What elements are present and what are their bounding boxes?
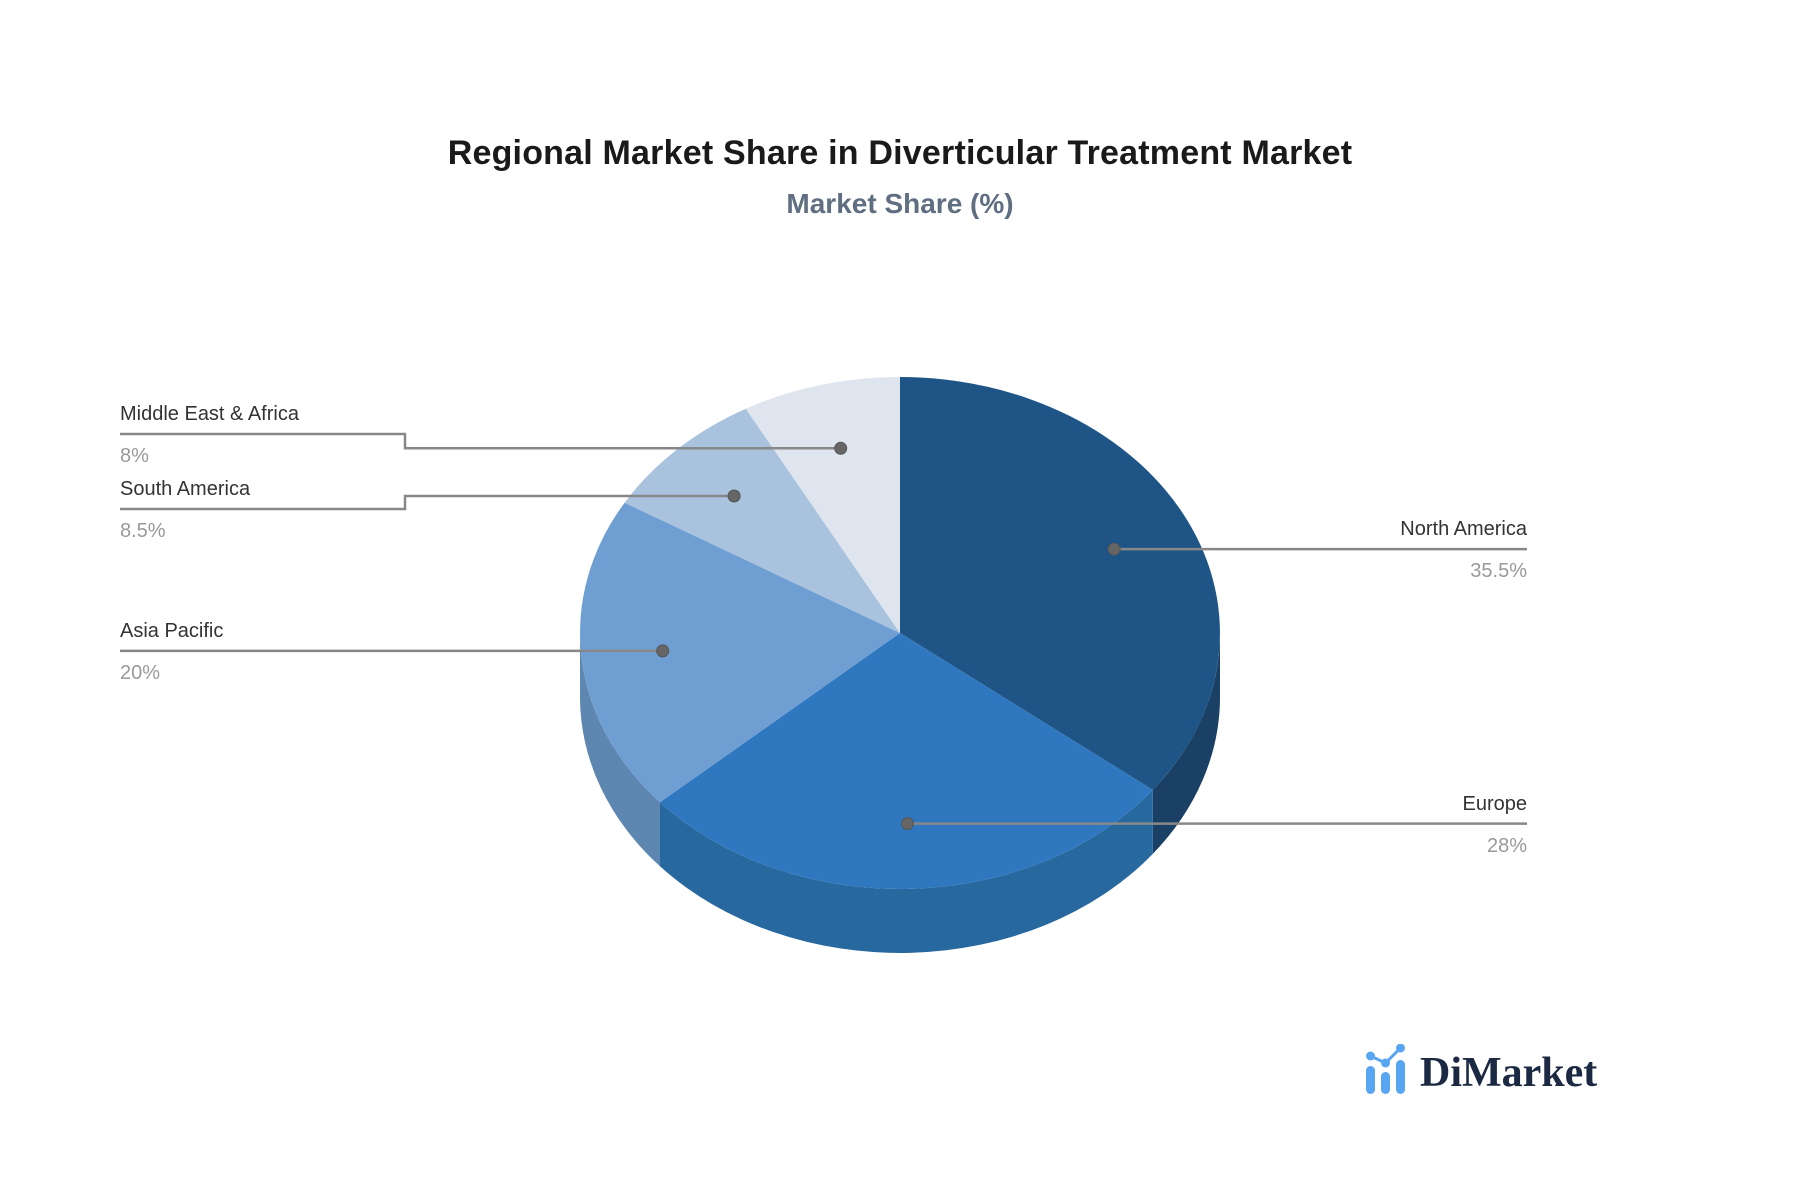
callout-dot-north-america (1107, 542, 1121, 556)
slice-label-south-america: South America (120, 478, 251, 500)
brand-name: DiMarket (1420, 1050, 1598, 1096)
slice-value-europe: 28% (1486, 834, 1527, 857)
slice-value-middle-east-africa: 8% (120, 445, 149, 467)
pie-slice-side-europe (660, 789, 1153, 953)
pie-slice-asia-pacific[interactable] (580, 502, 900, 803)
pie-slice-side-north-america (1152, 633, 1220, 854)
chart-subtitle: Market Share (%) (786, 188, 1014, 219)
callout-dot-asia-pacific (656, 644, 670, 658)
brand-logo: DiMarket (1360, 1040, 1597, 1096)
pie-slice-north-america[interactable] (900, 377, 1220, 790)
callout-line-south-america (120, 494, 735, 511)
callout-line-middle-east-africa (120, 432, 841, 450)
slice-label-asia-pacific: Asia Pacific (120, 619, 224, 642)
callout-dot-middle-east-africa (834, 441, 848, 455)
slice-value-south-america: 8.5% (120, 520, 166, 542)
slice-value-north-america: 35.5% (1470, 560, 1527, 583)
slice-value-asia-pacific: 20% (120, 661, 161, 684)
callout-dot-south-america (727, 489, 741, 503)
bar-line-chart-icon (1366, 1044, 1405, 1094)
chart-title: Regional Market Share in Diverticular Tr… (447, 134, 1353, 172)
callout-dot-europe (901, 817, 914, 831)
slice-label-north-america: North America (1400, 518, 1527, 541)
slice-label-middle-east-africa: Middle East & Africa (120, 403, 299, 425)
pie-slice-middle-east-africa[interactable] (745, 377, 900, 633)
pie-slice-europe[interactable] (660, 633, 1153, 889)
slice-label-europe: Europe (1462, 792, 1528, 815)
pie-slice-side-asia-pacific (580, 633, 660, 867)
pie-slice-south-america[interactable] (624, 408, 900, 633)
